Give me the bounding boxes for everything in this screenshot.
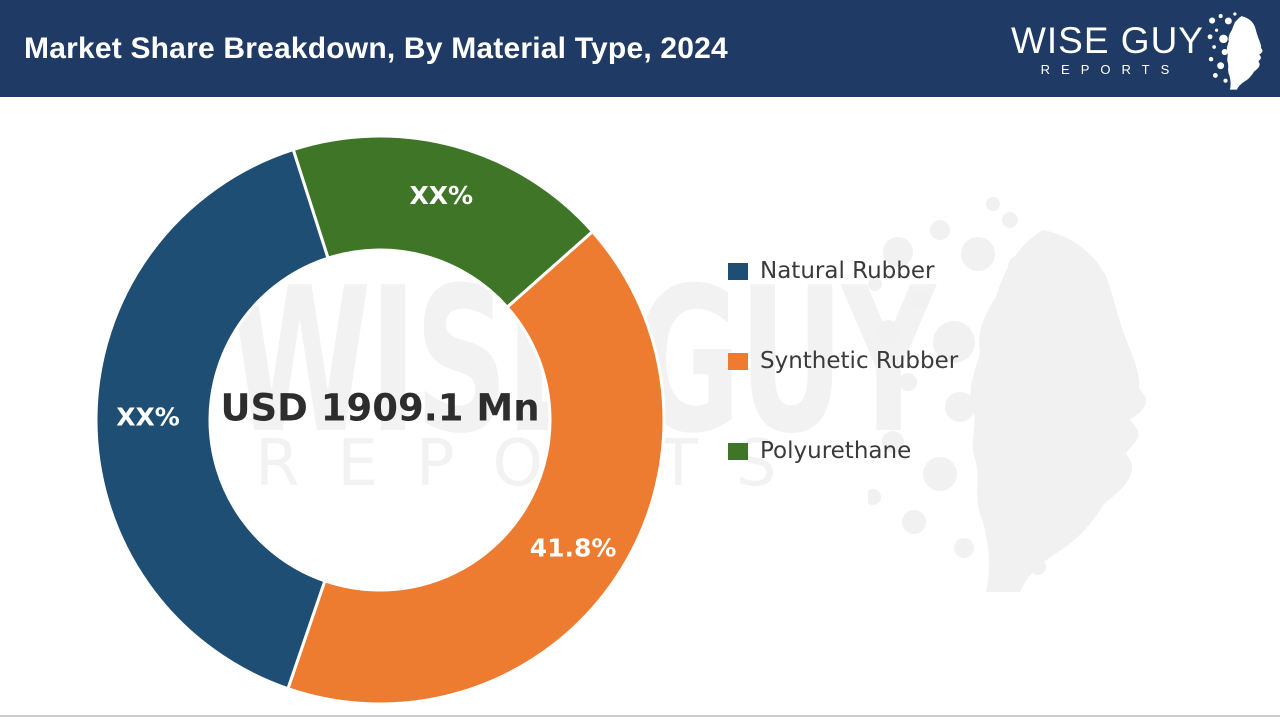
face-watermark-icon <box>868 197 1147 592</box>
slice-label-synthetic-rubber: 41.8% <box>530 534 617 563</box>
chart-center-value: USD 1909.1 Mn <box>220 386 540 430</box>
slice-label-natural-rubber: XX% <box>116 403 180 432</box>
slice-synthetic-rubber <box>286 230 666 706</box>
legend-item-synthetic-rubber: Synthetic Rubber <box>728 348 958 374</box>
legend-item-polyurethane: Polyurethane <box>728 438 911 464</box>
logo-sub-text: REPORTS <box>1040 62 1181 77</box>
legend-item-natural-rubber: Natural Rubber <box>728 258 934 284</box>
page-title: Market Share Breakdown, By Material Type… <box>24 31 728 65</box>
watermark-reports-text: REPORTS <box>255 427 815 501</box>
slice-polyurethane <box>291 134 595 309</box>
slice-label-polyurethane: XX% <box>409 181 473 210</box>
header-bar: Market Share Breakdown, By Material Type… <box>0 0 1280 97</box>
legend-marker <box>728 442 748 460</box>
bottom-divider-line <box>0 715 1280 717</box>
legend-label: Polyurethane <box>760 438 912 464</box>
logo-brand-text: WISE GUY <box>1010 20 1204 61</box>
legend-label: Natural Rubber <box>760 258 935 284</box>
logo-face-icon <box>1207 12 1263 90</box>
logo-text: WISE GUY REPORTS <box>1011 22 1204 76</box>
legend-label: Synthetic Rubber <box>760 348 959 374</box>
legend-marker <box>728 262 748 280</box>
legend-marker <box>728 352 748 370</box>
slice-natural-rubber <box>94 148 330 691</box>
brand-logo: WISE GUY REPORTS <box>1011 4 1268 94</box>
